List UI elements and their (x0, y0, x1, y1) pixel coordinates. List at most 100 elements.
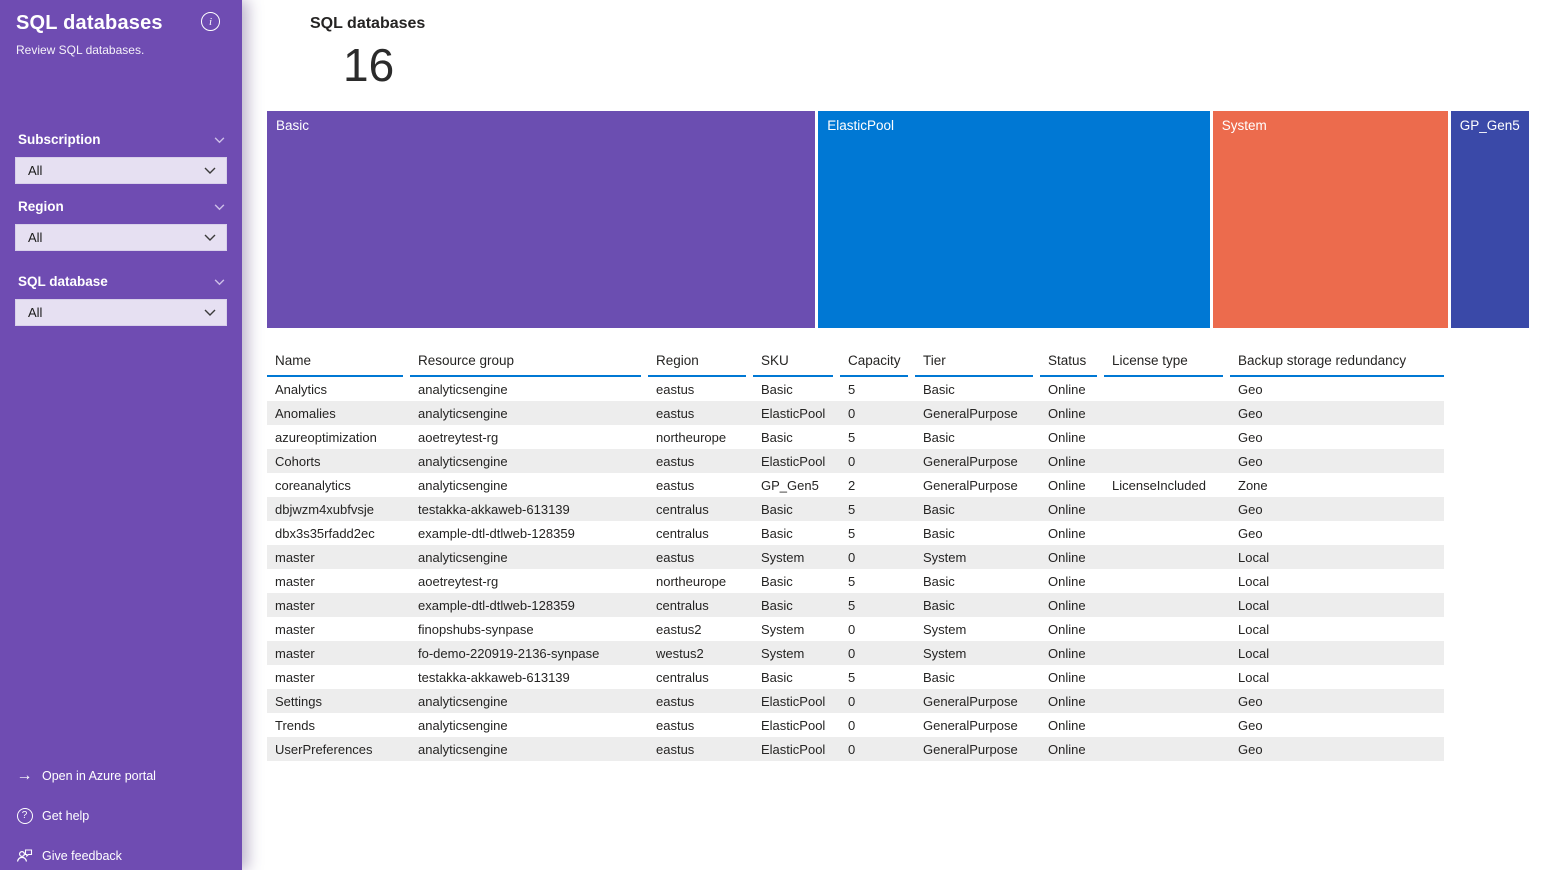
treemap-segment-basic[interactable]: Basic (267, 111, 816, 329)
column-header-region[interactable]: Region (648, 345, 753, 378)
table-cell: finopshubs-synpase (418, 621, 534, 637)
column-header-resource-group[interactable]: Resource group (410, 345, 648, 378)
table-cell (1104, 593, 1230, 617)
table-row[interactable]: coreanalytics analyticsengine eastus GP_Gen… (267, 473, 1444, 497)
table-cell (1104, 545, 1230, 569)
table-cell: System (761, 549, 805, 565)
table-cell: Geo (1238, 429, 1263, 445)
sku-treemap-chart: Basic ElasticPool System GP_Gen5 (267, 111, 1529, 329)
table-cell: northeurope (656, 573, 727, 589)
table-cell: Basic (923, 669, 955, 685)
table-cell: Geo (1238, 501, 1263, 517)
table-cell: GeneralPurpose (923, 717, 1018, 733)
table-row[interactable]: azureoptimization aoetreytest-rg northeuro… (267, 425, 1444, 449)
chevron-down-icon[interactable] (214, 274, 225, 289)
table-row[interactable]: master aoetreytest-rg northeurope Basic 5 Bas… (267, 569, 1444, 593)
column-header-backup-storage-redundancy[interactable]: Backup storage redundancy (1230, 345, 1444, 378)
table-row[interactable]: master analyticsengine eastus System 0 System… (267, 545, 1444, 570)
table-cell: Geo (1238, 405, 1263, 421)
database-count: 16 (343, 39, 395, 91)
table-cell: analyticsengine (418, 741, 508, 757)
table-cell: coreanalytics (275, 477, 351, 493)
give-feedback-link[interactable]: Give feedback (16, 847, 156, 864)
table-row[interactable]: Cohorts analyticsengine eastus ElasticPool 0… (267, 449, 1444, 474)
treemap-segment-system[interactable]: System (1212, 111, 1448, 329)
table-cell: eastus (656, 477, 695, 493)
sidebar-footer: → Open in Azure portal ? Get help Give f… (16, 744, 156, 864)
table-cell: Online (1048, 549, 1086, 565)
open-in-azure-portal-link[interactable]: → Open in Azure portal (16, 767, 156, 784)
table-cell: testakka-akkaweb-613139 (418, 669, 570, 685)
get-help-link[interactable]: ? Get help (16, 807, 156, 824)
table-row[interactable]: master finopshubs-synpase eastus2 System 0 Sy… (267, 617, 1444, 641)
table-cell (1104, 713, 1230, 737)
table-cell: GP_Gen5 (761, 477, 819, 493)
table-row[interactable]: Trends analyticsengine eastus ElasticPool 0 G… (267, 713, 1444, 737)
table-cell: centralus (656, 669, 709, 685)
filter-sql-database: SQL database All (15, 274, 227, 326)
table-row[interactable]: Anomalies analyticsengine eastus ElasticPoo… (267, 401, 1444, 426)
table-row[interactable]: master testakka-akkaweb-613139 centralus Ba… (267, 665, 1444, 689)
table-cell: master (275, 549, 315, 565)
column-header-capacity[interactable]: Capacity (840, 345, 915, 378)
table-cell: Basic (923, 381, 955, 397)
table-cell: Zone (1238, 477, 1268, 493)
column-header-status[interactable]: Status (1040, 345, 1104, 378)
table-cell: 0 (848, 693, 856, 709)
table-cell: Basic (923, 573, 955, 589)
table-cell: analyticsengine (418, 453, 508, 469)
table-cell: master (275, 621, 315, 637)
treemap-segment-gp_gen5[interactable]: GP_Gen5 (1450, 111, 1529, 329)
table-cell: centralus (656, 525, 709, 541)
region-dropdown[interactable]: All (15, 224, 227, 251)
sql-database-dropdown[interactable]: All (15, 299, 227, 326)
info-icon[interactable]: i (201, 12, 220, 31)
open-in-azure-portal-label: Open in Azure portal (42, 768, 156, 783)
filters-panel: Subscription All Region All (15, 132, 227, 326)
chevron-down-icon (204, 163, 216, 178)
column-header-license-type[interactable]: License type (1104, 345, 1230, 378)
table-cell: analyticsengine (418, 477, 508, 493)
table-cell: master (275, 597, 315, 613)
filter-region-label: Region (18, 199, 64, 214)
treemap-segment-label: Basic (276, 118, 310, 134)
table-row[interactable]: Analytics analyticsengine eastus Basic 5 Basi… (267, 377, 1444, 401)
table-cell: fo-demo-220919-2136-synpase (418, 645, 600, 661)
table-cell: centralus (656, 501, 709, 517)
table-cell: GeneralPurpose (923, 453, 1018, 469)
chevron-down-icon[interactable] (214, 199, 225, 214)
filter-region: Region All (15, 199, 227, 251)
table-cell: Local (1238, 645, 1270, 661)
table-cell: Basic (761, 597, 793, 613)
table-cell: Basic (761, 669, 793, 685)
chevron-down-icon[interactable] (214, 132, 225, 147)
table-cell: Geo (1238, 453, 1263, 469)
table-cell: ElasticPool (761, 741, 826, 757)
region-dropdown-value: All (28, 230, 43, 245)
column-header-sku[interactable]: SKU (753, 345, 840, 378)
subscription-dropdown[interactable]: All (15, 157, 227, 184)
sidebar-subtitle: Review SQL databases. (16, 43, 145, 57)
table-cell: ElasticPool (761, 405, 826, 421)
column-header-tier[interactable]: Tier (915, 345, 1040, 378)
table-row[interactable]: master fo-demo-220919-2136-synpase westus2… (267, 641, 1444, 666)
table-cell: analyticsengine (418, 693, 508, 709)
table-cell (1104, 521, 1230, 545)
table-cell (1104, 689, 1230, 713)
table-row[interactable]: master example-dtl-dtlweb-128359 centralus… (267, 593, 1444, 618)
table-row[interactable]: Settings analyticsengine eastus ElasticPool… (267, 689, 1444, 714)
table-cell (1104, 569, 1230, 593)
table-cell (1104, 641, 1230, 665)
treemap-segment-elasticpool[interactable]: ElasticPool (818, 111, 1210, 329)
table-cell: Local (1238, 597, 1270, 613)
table-cell: testakka-akkaweb-613139 (418, 501, 570, 517)
sidebar-header: SQL databases i Review SQL databases. (0, 0, 242, 57)
table-cell: Online (1048, 405, 1086, 421)
table-row[interactable]: dbx3s35rfadd2ec example-dtl-dtlweb-128359… (267, 521, 1444, 545)
column-header-name[interactable]: Name (267, 345, 410, 378)
table-row[interactable]: dbjwzm4xubfvsje testakka-akkaweb-613139 ce… (267, 497, 1444, 522)
table-row[interactable]: UserPreferences analyticsengine eastus Elas… (267, 737, 1444, 762)
table-cell: Online (1048, 717, 1086, 733)
table-cell: 5 (848, 525, 856, 541)
table-cell (1104, 497, 1230, 521)
